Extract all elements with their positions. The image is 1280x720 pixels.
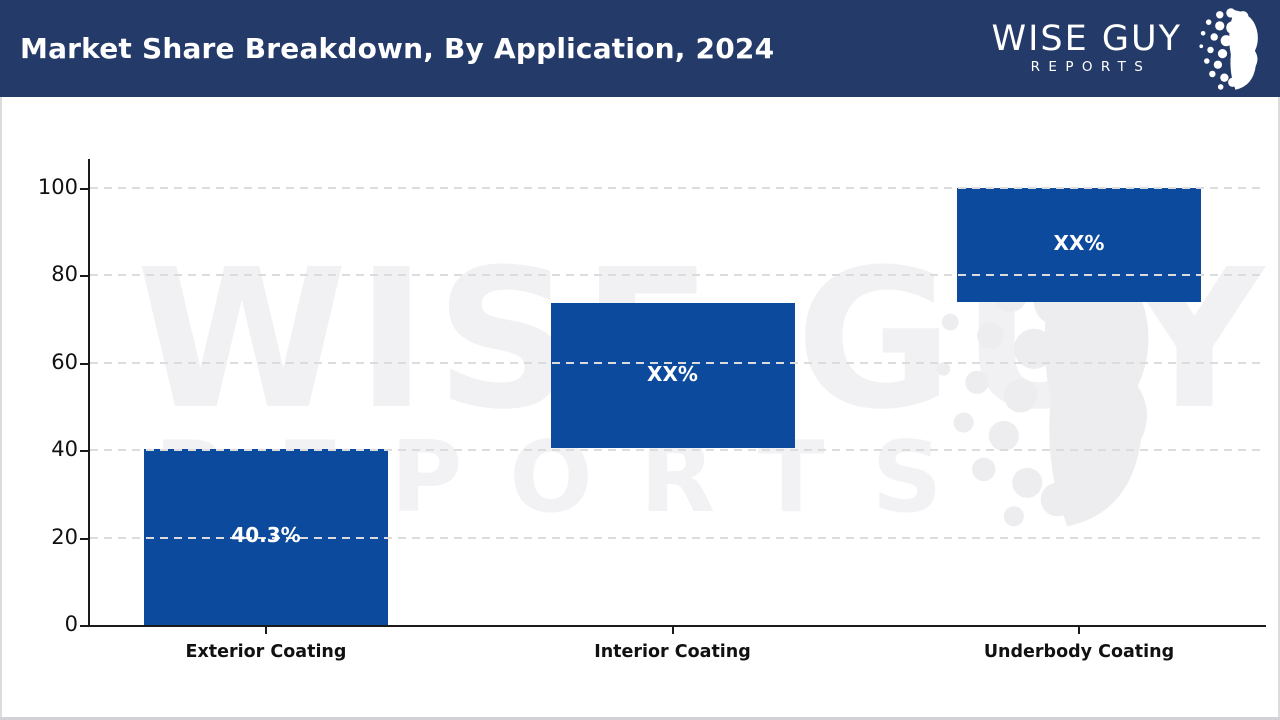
x-tick-2 (1078, 627, 1080, 634)
bottom-border-line (0, 717, 1280, 720)
gridline-60 (90, 361, 1266, 364)
y-tick-0 (80, 625, 88, 627)
gridline-80 (90, 274, 1266, 277)
gridline-20 (90, 536, 1266, 539)
y-tick-60 (80, 362, 88, 365)
y-tick-label-0: 0 (64, 612, 78, 636)
header-bar: Market Share Breakdown, By Application, … (0, 0, 1280, 97)
y-tick-label-80: 80 (51, 262, 78, 287)
wiseguy-logo: WISE GUY REPORTS (991, 6, 1280, 92)
bar-label-underbody-coating: XX% (1053, 231, 1105, 256)
page-title: Market Share Breakdown, By Application, … (20, 32, 775, 65)
x-axis-line (88, 625, 1266, 627)
bar-label-exterior-coating: 40.3% (231, 522, 301, 547)
y-tick-label-100: 100 (37, 175, 78, 199)
y-tick-20 (80, 537, 88, 540)
head-profile-icon (1199, 7, 1258, 90)
y-tick-100 (80, 188, 88, 190)
gridline-40 (90, 449, 1266, 452)
x-tick-1 (671, 627, 674, 634)
category-label-interior-coating: Interior Coating (594, 642, 751, 662)
y-tick-label-20: 20 (51, 524, 78, 549)
bar-interior-coating (550, 303, 795, 449)
logo-subtitle: REPORTS (1030, 59, 1152, 76)
logo-wordmark: WISE GUY (991, 19, 1182, 60)
y-axis-line (88, 159, 90, 627)
x-tick-0 (265, 627, 267, 634)
chart-area: WISE GUY REPORTS 40.3% XX% XX% 0 20 40 60 80 100… (0, 97, 1280, 720)
gridline-100 (90, 187, 1266, 189)
y-tick-label-40: 40 (51, 437, 78, 462)
y-tick-label-60: 60 (51, 349, 78, 374)
category-label-underbody-coating: Underbody Coating (983, 642, 1175, 662)
category-label-exterior-coating: Exterior Coating (185, 642, 347, 662)
bar-label-interior-coating: XX% (647, 361, 698, 386)
y-tick-80 (80, 275, 88, 278)
logo-text: WISE GUY REPORTS (991, 22, 1182, 75)
y-tick-40 (80, 450, 88, 453)
